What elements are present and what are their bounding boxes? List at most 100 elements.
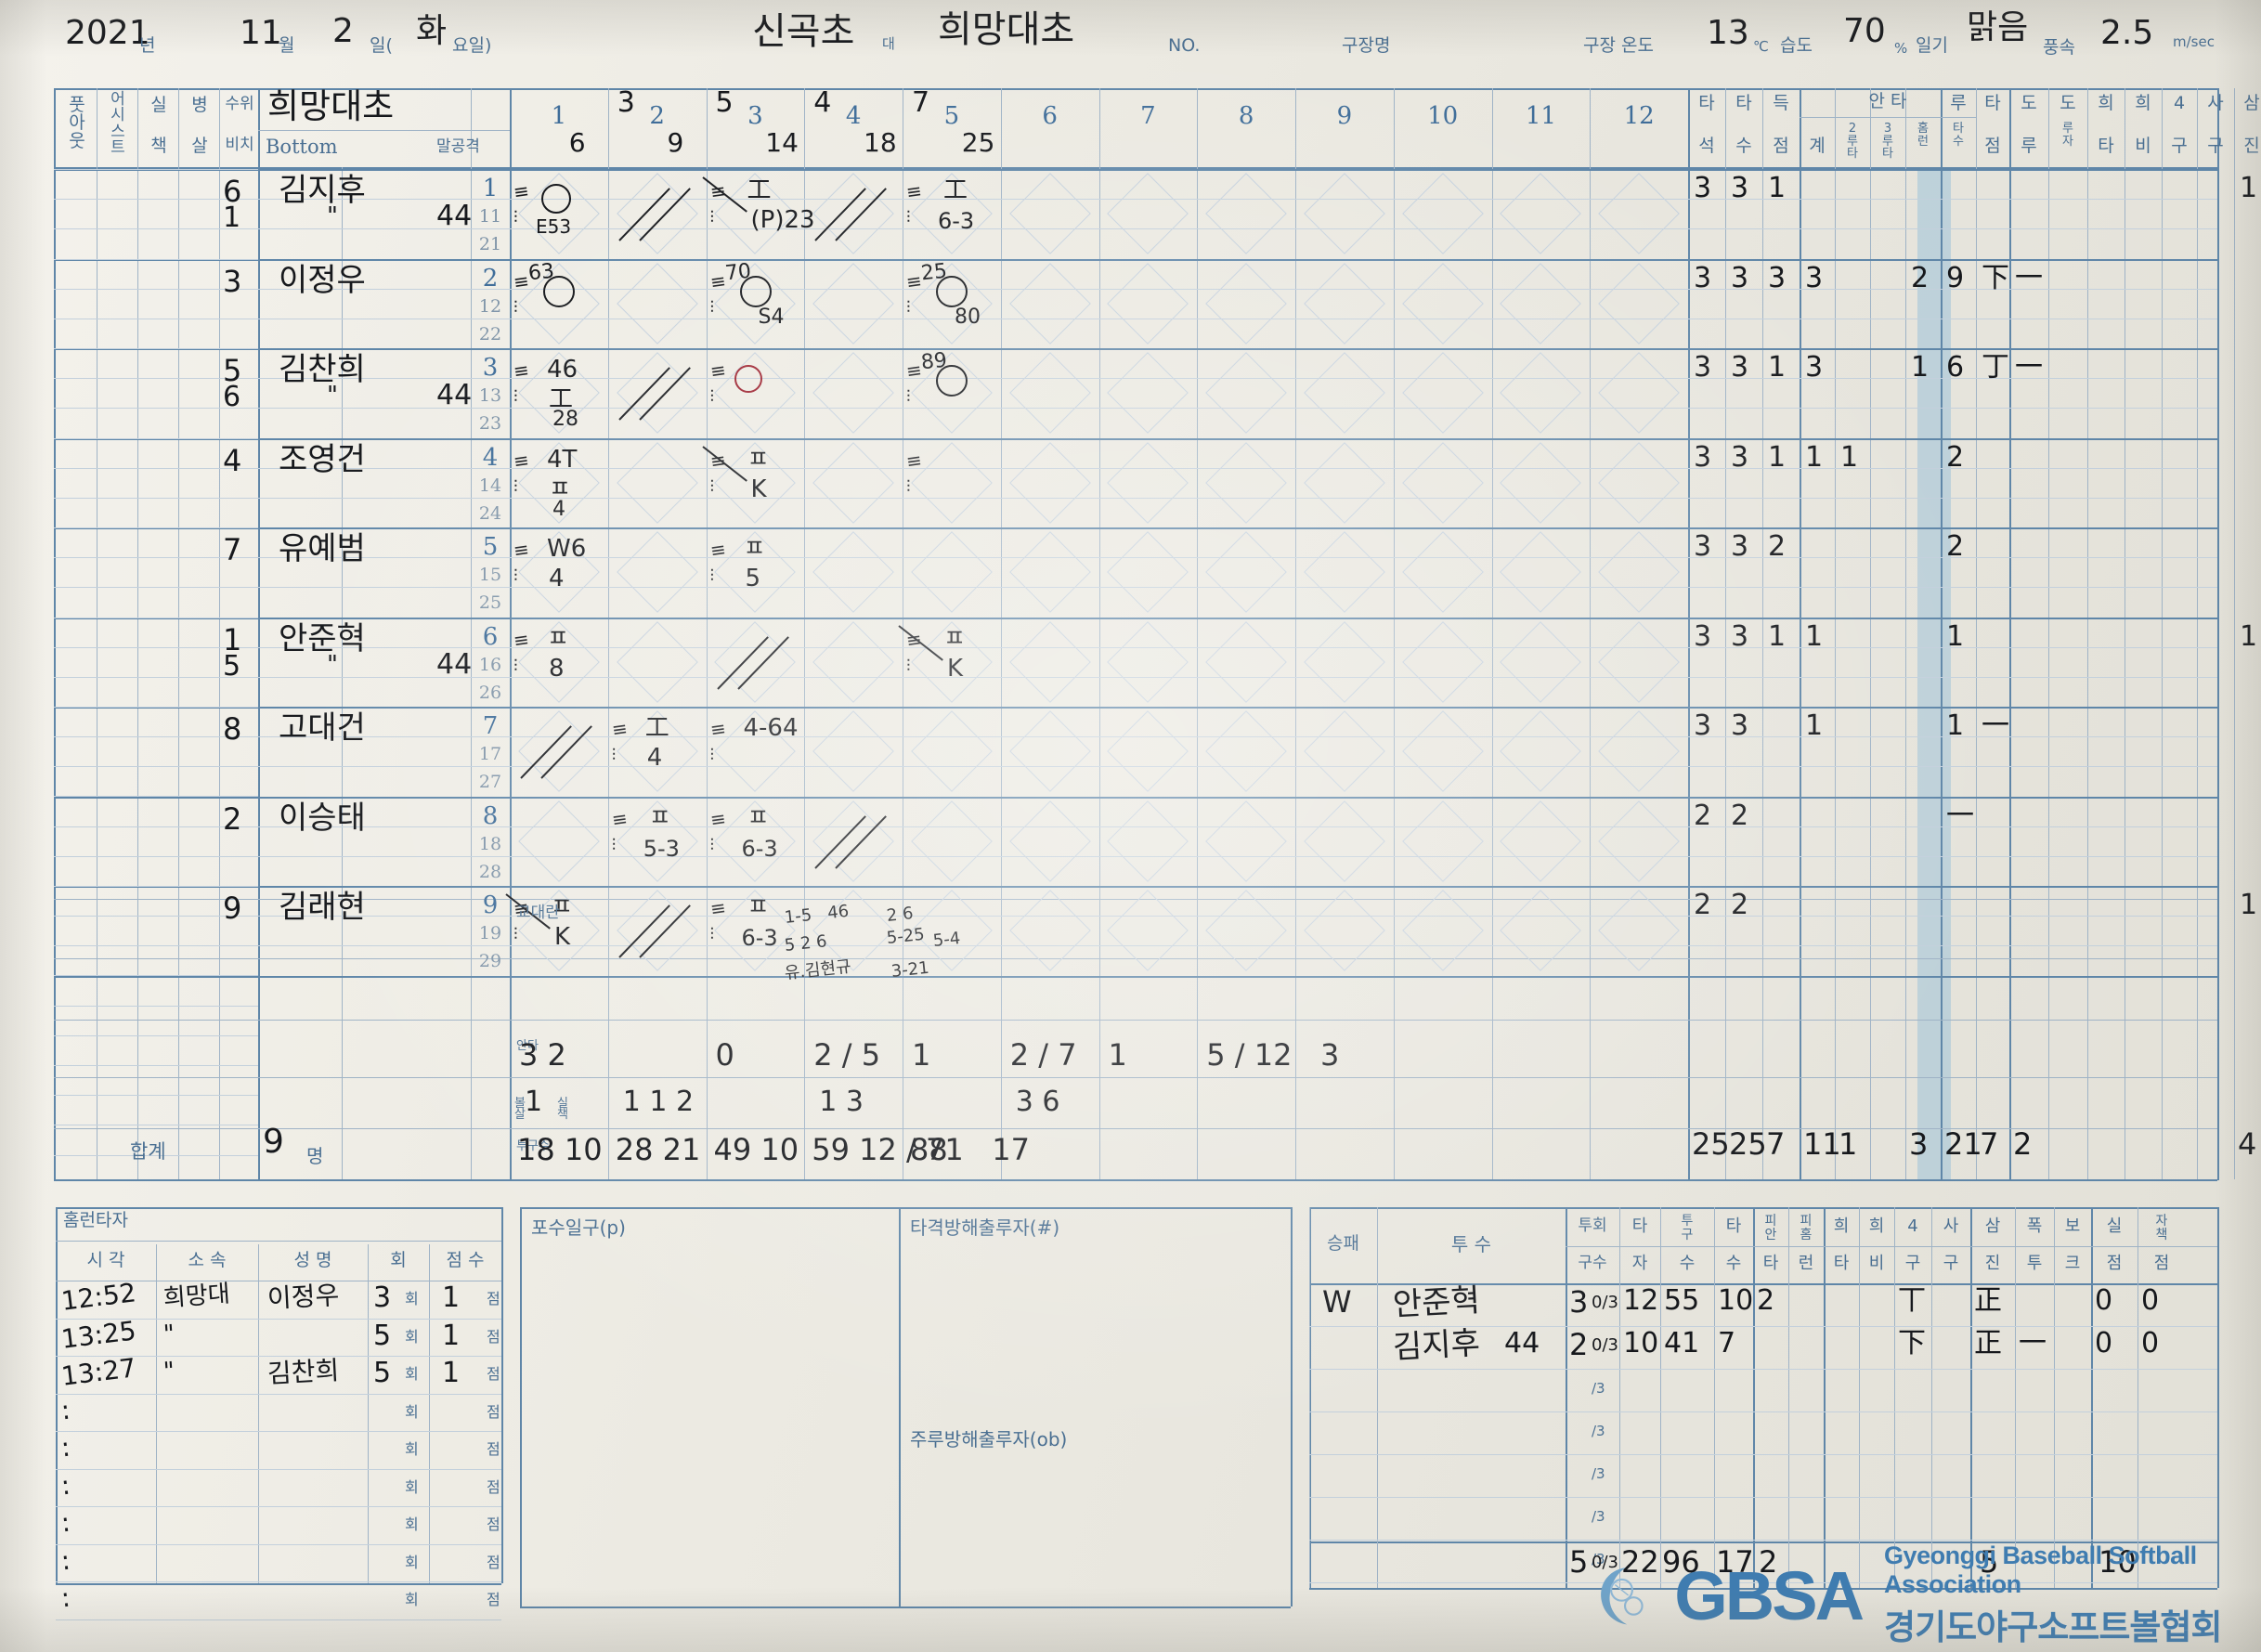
at-bat-diamond[interactable]: [1598, 800, 1680, 882]
at-bat-diamond[interactable]: [812, 531, 894, 614]
year-label: 년: [139, 35, 156, 56]
at-bat-diamond[interactable]: [1205, 620, 1287, 703]
at-bat-diamond[interactable]: [1598, 173, 1680, 255]
at-bat-diamond[interactable]: [1205, 173, 1287, 255]
pitcher-header-sub: [1566, 1246, 2217, 1247]
inning-number-2[interactable]: 2: [649, 102, 665, 130]
at-bat-diamond[interactable]: [812, 352, 894, 435]
at-bat-diamond[interactable]: [1107, 352, 1189, 435]
at-bat-diamond[interactable]: [616, 531, 698, 614]
at-bat-diamond[interactable]: [1107, 441, 1189, 524]
at-bat-diamond[interactable]: [714, 620, 797, 703]
at-bat-diamond[interactable]: [911, 441, 993, 524]
inning-number-1[interactable]: 1: [551, 102, 567, 130]
at-bat-diamond[interactable]: [1500, 710, 1582, 793]
at-bat-diamond[interactable]: [1205, 800, 1287, 882]
at-bat-diamond[interactable]: [1598, 352, 1680, 435]
at-bat-diamond[interactable]: [812, 262, 894, 345]
at-bat-diamond[interactable]: [1500, 800, 1582, 882]
at-bat-diamond[interactable]: [616, 352, 698, 435]
at-bat-diamond[interactable]: [1008, 262, 1091, 345]
at-bat-diamond[interactable]: [1401, 352, 1484, 435]
inning-number-7[interactable]: 7: [1140, 102, 1156, 130]
at-bat-diamond[interactable]: [911, 531, 993, 614]
at-bat-diamond[interactable]: [1500, 173, 1582, 255]
at-bat-diamond[interactable]: [616, 173, 698, 255]
inning-number-12[interactable]: 12: [1623, 102, 1655, 130]
at-bat-diamond[interactable]: [616, 262, 698, 345]
at-bat-diamond[interactable]: [812, 441, 894, 524]
inning-pitches-5: 88: [910, 1132, 948, 1167]
at-bat-diamond[interactable]: [1304, 262, 1385, 345]
at-bat-diamond[interactable]: [1401, 531, 1484, 614]
at-bat-diamond[interactable]: [1598, 620, 1680, 703]
at-bat-diamond[interactable]: [1304, 531, 1385, 614]
at-bat-diamond[interactable]: [812, 710, 894, 793]
at-bat-diamond[interactable]: [1500, 262, 1582, 345]
at-bat-diamond[interactable]: [616, 620, 698, 703]
at-bat-diamond[interactable]: [1107, 800, 1189, 882]
at-bat-diamond[interactable]: [1304, 800, 1385, 882]
at-bat-diamond[interactable]: [1107, 262, 1189, 345]
inning-number-9[interactable]: 9: [1336, 102, 1353, 130]
at-bat-diamond[interactable]: [1500, 531, 1582, 614]
at-bat-diamond[interactable]: [1107, 531, 1189, 614]
inning-number-11[interactable]: 11: [1525, 102, 1556, 130]
inning-number-4[interactable]: 4: [845, 102, 862, 130]
inning-number-3[interactable]: 3: [747, 102, 763, 130]
inning-number-10[interactable]: 10: [1427, 102, 1459, 130]
at-bat-diamond[interactable]: [1008, 531, 1091, 614]
at-bat-diamond[interactable]: [1008, 352, 1091, 435]
at-bat-diamond[interactable]: [1008, 800, 1091, 882]
stat-ab-row5: 3: [1731, 619, 1749, 653]
at-bat-diamond[interactable]: [714, 352, 797, 435]
at-bat-diamond[interactable]: [518, 710, 600, 793]
pitcher-hdr-top-13: 실: [2106, 1216, 2123, 1236]
pitcher-col-line: [1788, 1207, 1789, 1588]
at-bat-diamond[interactable]: [911, 710, 993, 793]
hits-row-label: 안타: [516, 1039, 539, 1053]
at-bat-diamond[interactable]: [1205, 352, 1287, 435]
at-bat-diamond[interactable]: [1107, 710, 1189, 793]
at-bat-diamond[interactable]: [1107, 173, 1189, 255]
at-bat-diamond[interactable]: [1598, 262, 1680, 345]
at-bat-diamond[interactable]: [1598, 710, 1680, 793]
at-bat-diamond[interactable]: [1304, 352, 1385, 435]
inning-number-5[interactable]: 5: [943, 102, 960, 130]
at-bat-diamond[interactable]: [1304, 710, 1385, 793]
at-bat-diamond[interactable]: [1401, 173, 1484, 255]
at-bat-mark: ㅍ: [747, 893, 770, 921]
at-bat-diamond[interactable]: [1304, 620, 1385, 703]
at-bat-diamond[interactable]: [1205, 531, 1287, 614]
batter-name-6: 고대건: [279, 709, 366, 747]
at-bat-diamond[interactable]: [1500, 441, 1582, 524]
at-bat-diamond[interactable]: [1500, 352, 1582, 435]
at-bat-diamond[interactable]: [1008, 620, 1091, 703]
inning-number-8[interactable]: 8: [1238, 102, 1254, 130]
at-bat-diamond[interactable]: [518, 800, 600, 882]
at-bat-diamond[interactable]: [911, 800, 993, 882]
at-bat-diamond[interactable]: [1008, 173, 1091, 255]
at-bat-diamond[interactable]: [616, 441, 698, 524]
at-bat-diamond[interactable]: [1304, 441, 1385, 524]
at-bat-diamond[interactable]: [1205, 262, 1287, 345]
at-bat-diamond[interactable]: [1008, 710, 1091, 793]
hr-unit-inning: 회: [405, 1440, 419, 1458]
at-bat-diamond[interactable]: [1401, 262, 1484, 345]
at-bat-diamond[interactable]: [1205, 441, 1287, 524]
at-bat-diamond[interactable]: [1205, 710, 1287, 793]
at-bat-diamond[interactable]: [1401, 710, 1484, 793]
at-bat-diamond[interactable]: [812, 800, 894, 882]
at-bat-diamond[interactable]: [1008, 441, 1091, 524]
at-bat-diamond[interactable]: [1401, 620, 1484, 703]
at-bat-diamond[interactable]: [1401, 800, 1484, 882]
at-bat-diamond[interactable]: [1500, 620, 1582, 703]
inning-number-6[interactable]: 6: [1042, 102, 1058, 130]
at-bat-diamond[interactable]: [1598, 531, 1680, 614]
at-bat-diamond[interactable]: [812, 620, 894, 703]
at-bat-diamond[interactable]: [1401, 441, 1484, 524]
at-bat-diamond[interactable]: [1304, 173, 1385, 255]
at-bat-diamond[interactable]: [1107, 620, 1189, 703]
at-bat-diamond[interactable]: [812, 173, 894, 255]
at-bat-diamond[interactable]: [1598, 441, 1680, 524]
